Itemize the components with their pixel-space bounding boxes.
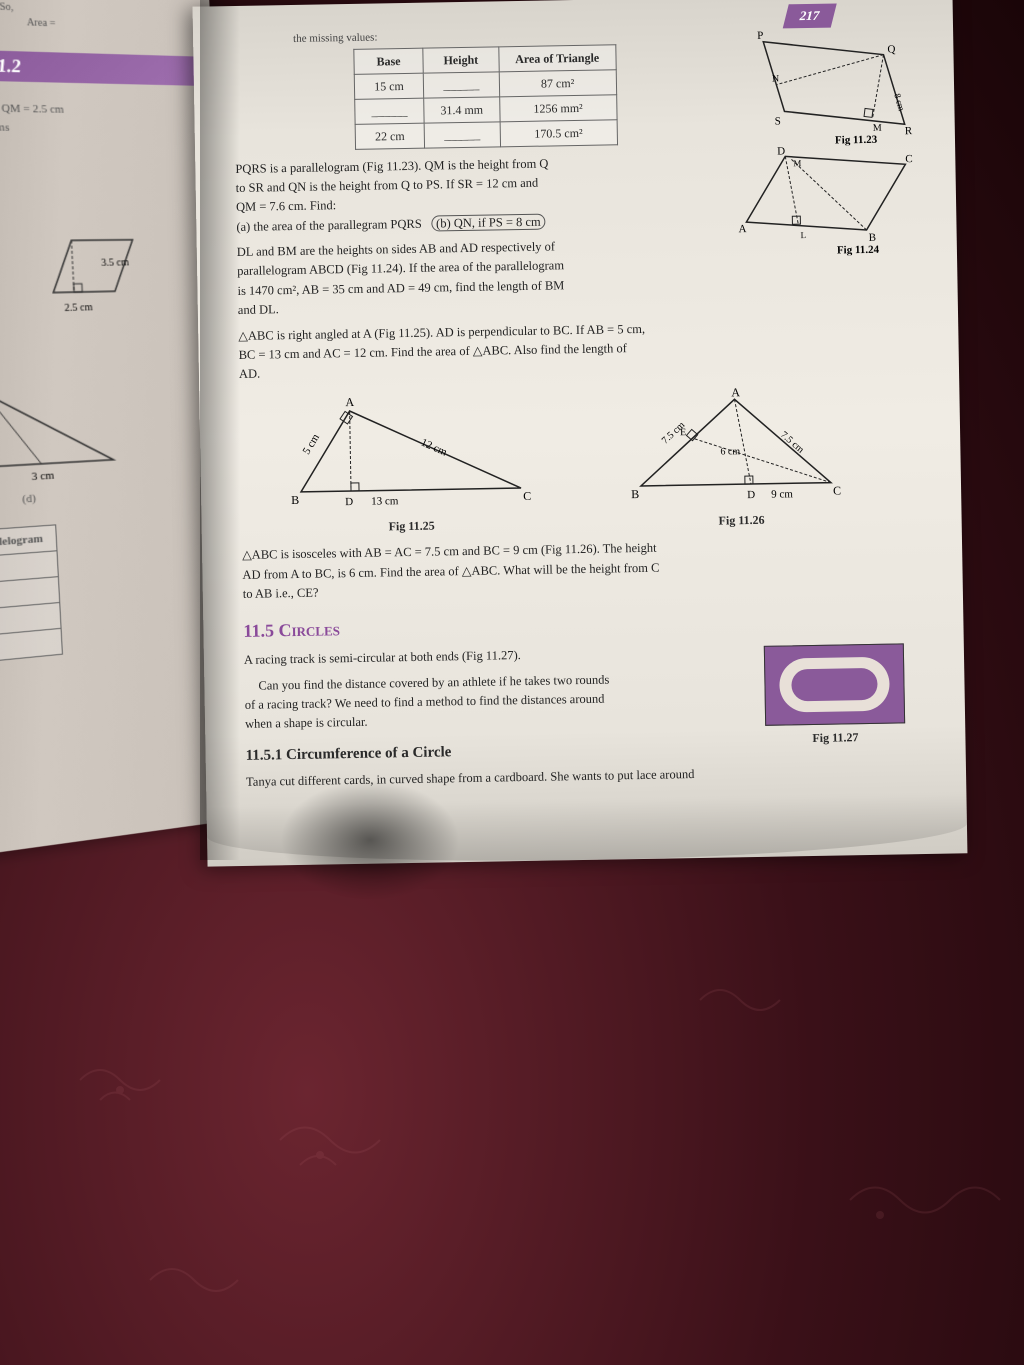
svg-text:B: B xyxy=(631,487,639,501)
q7-line4: and DL. xyxy=(238,302,279,317)
circles-p2b: of a racing track? We need to find a met… xyxy=(245,692,605,712)
page-curve-shadow xyxy=(207,793,968,866)
q9-line3: to AB i.e., CE? xyxy=(243,585,319,600)
svg-text:M: M xyxy=(793,158,801,168)
q9-line1: △ABC is isosceles with AB = AC = 7.5 cm … xyxy=(242,541,657,562)
svg-text:13 cm: 13 cm xyxy=(371,495,399,507)
cm-label-2: cm xyxy=(0,198,210,210)
cm-label-1: cm xyxy=(0,165,209,177)
svg-text:M: M xyxy=(873,123,882,134)
svg-text:7.5 cm: 7.5 cm xyxy=(778,429,806,455)
fig-11-26: A B C D E 7.5 cm 7.5 cm 6 cm 9 cm Fig 11… xyxy=(619,382,862,532)
circles-p2a: Can you find the distance covered by an … xyxy=(258,672,609,692)
fig-11-23: P Q R S N M 8 cm Fig 11.23 xyxy=(743,24,915,147)
q9-line2: AD from A to BC, is 6 cm. Find the area … xyxy=(242,560,659,581)
svg-text:C: C xyxy=(523,488,531,502)
section-circles-heading: 11.5 Circles xyxy=(243,607,903,646)
q8-line3: AD. xyxy=(239,367,260,381)
svg-text:12 cm: 12 cm xyxy=(419,436,449,458)
q6-line4a: (a) the area of the parallegram PQRS xyxy=(236,216,422,233)
subsection-p1: Tanya cut different cards, in curved sha… xyxy=(246,762,906,793)
fig-11-24: A B C D M L Fig 11.24 xyxy=(735,144,917,257)
triangle-data-table: Base Height Area of Triangle 15 cm______… xyxy=(353,44,617,150)
chapter-number-tab: 11.2 xyxy=(0,50,214,86)
fig-11-25: A B C D 5 cm 12 cm 13 cm Fig 11.25 xyxy=(279,387,541,537)
svg-text:D: D xyxy=(777,145,785,157)
th-height: Height xyxy=(423,46,499,72)
svg-text:L: L xyxy=(801,230,807,240)
fig-11-26-label: Fig 11.26 xyxy=(621,509,861,531)
fig-11-25-label: Fig 11.25 xyxy=(282,515,542,538)
svg-text:A: A xyxy=(738,223,746,235)
page-number: 217 xyxy=(782,3,835,27)
left-parallelogram-small: 3.5 cm 2.5 cm xyxy=(29,229,157,324)
left-scribble-3: Area = xyxy=(26,17,55,30)
q6-line3: QM = 7.6 cm. Find: xyxy=(236,198,336,214)
left-scribble-1: 2 = 2.5. So, xyxy=(0,0,14,13)
q8-line2: BC = 13 cm and AC = 12 cm. Find the area… xyxy=(239,341,627,362)
q7-line1: DL and BM are the heights on sides AB an… xyxy=(237,239,555,259)
fig-11-27: Fig 11.27 xyxy=(764,644,906,748)
svg-text:8 cm: 8 cm xyxy=(892,92,907,112)
svg-text:P: P xyxy=(757,30,763,42)
q8-line1: △ABC is right angled at A (Fig 11.25). A… xyxy=(238,321,645,342)
svg-text:C: C xyxy=(905,153,913,165)
option-d: (d) xyxy=(22,480,225,505)
svg-text:5 cm: 5 cm xyxy=(301,431,323,456)
svg-text:B: B xyxy=(291,493,299,507)
table-row: 22 cm______170.5 cm² xyxy=(355,119,617,149)
svg-text:9 cm: 9 cm xyxy=(771,488,793,500)
svg-text:3 cm: 3 cm xyxy=(31,470,54,483)
right-page: 217 the missing values: P Q R S N M 8 cm… xyxy=(193,0,968,867)
open-book: 2 = 2.5. So, 10 = 1 Area = 11.2 QM = 2.5… xyxy=(0,0,1024,880)
qm-text: QM = 2.5 cm xyxy=(1,102,205,118)
q6-line1: PQRS is a parallelogram (Fig 11.23). QM … xyxy=(235,156,548,175)
svg-text:D: D xyxy=(747,489,755,501)
svg-text:3.5 cm: 3.5 cm xyxy=(101,257,130,269)
svg-text:N: N xyxy=(772,73,779,84)
th-area: Area of Triangle xyxy=(498,44,615,71)
svg-text:S: S xyxy=(775,115,781,127)
svg-text:A: A xyxy=(731,385,740,399)
q6-line4b: (b) QN, if PS = 8 cm xyxy=(431,213,546,231)
svg-text:6 cm: 6 cm xyxy=(720,446,740,457)
left-subheading: llelograms xyxy=(0,121,206,137)
circles-p2c: when a shape is circular. xyxy=(245,715,368,731)
th-base: Base xyxy=(354,48,423,74)
left-triangle-fig: 2 cm 3 cm xyxy=(0,377,135,489)
svg-text:B: B xyxy=(869,232,877,244)
svg-text:2.5 cm: 2.5 cm xyxy=(64,302,93,315)
svg-text:A: A xyxy=(345,395,354,409)
llelogram-table: llelogram xyxy=(0,524,63,662)
q7-line3: is 1470 cm², AB = 35 cm and AD = 49 cm, … xyxy=(237,278,564,298)
svg-text:C: C xyxy=(833,483,841,497)
q7-line2: parallelogram ABCD (Fig 11.24). If the a… xyxy=(237,259,564,279)
svg-text:D: D xyxy=(345,496,353,508)
svg-text:Q: Q xyxy=(887,43,895,55)
fig-11-27-label: Fig 11.27 xyxy=(765,728,905,748)
racing-track-icon xyxy=(764,644,905,726)
svg-text:Fig 11.24: Fig 11.24 xyxy=(837,244,880,257)
q6-line2: to SR and QN is the height from Q to PS.… xyxy=(236,176,539,195)
svg-text:R: R xyxy=(905,125,913,137)
